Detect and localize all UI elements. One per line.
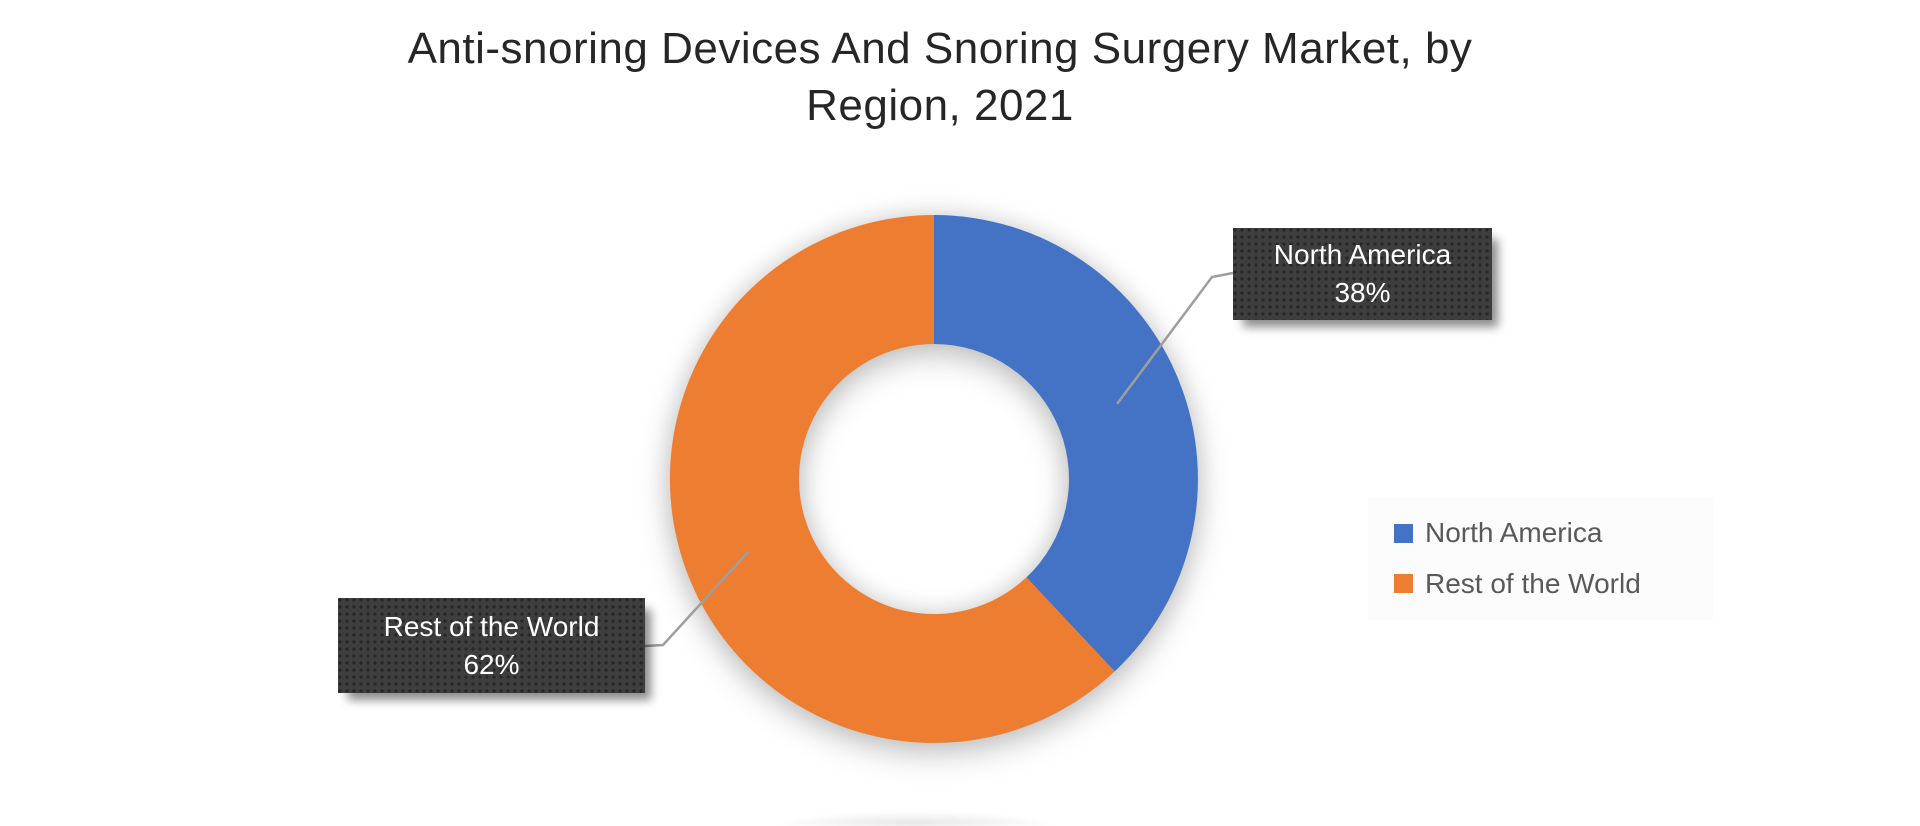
cropped-element-shadow <box>770 812 1060 826</box>
legend-item-rest-of-world: Rest of the World <box>1394 567 1713 599</box>
donut-segment-north-america <box>934 215 1198 672</box>
data-label-north-america-value: 38% <box>1334 277 1391 308</box>
data-label-rest-of-world-name: Rest of the World <box>383 610 600 642</box>
data-label-north-america-name: North America <box>1273 239 1452 270</box>
chart-title-line2: Region, 2021 <box>806 81 1074 130</box>
chart-title: Anti-snoring Devices And Snoring Surgery… <box>90 20 1790 134</box>
leader-line-north-america <box>1115 271 1234 405</box>
leader-line-rest-of-world <box>644 551 749 648</box>
chart-title-line1: Anti-snoring Devices And Snoring Surgery… <box>407 24 1473 73</box>
legend-swatch-rest-of-world <box>1394 574 1413 594</box>
donut-chart <box>669 214 1198 744</box>
legend: North America Rest of the World <box>1368 497 1713 620</box>
data-label-rest-of-world: Rest of the World 62% <box>338 598 645 693</box>
legend-swatch-north-america <box>1394 523 1413 543</box>
data-label-north-america: North America 38% <box>1233 228 1492 320</box>
donut-segment-rest-of-the-world <box>669 214 1115 744</box>
legend-label-north-america: North America <box>1425 517 1603 549</box>
legend-label-rest-of-world: Rest of the World <box>1425 567 1641 599</box>
legend-item-north-america: North America <box>1394 519 1713 547</box>
data-label-rest-of-world-value: 62% <box>463 648 520 680</box>
